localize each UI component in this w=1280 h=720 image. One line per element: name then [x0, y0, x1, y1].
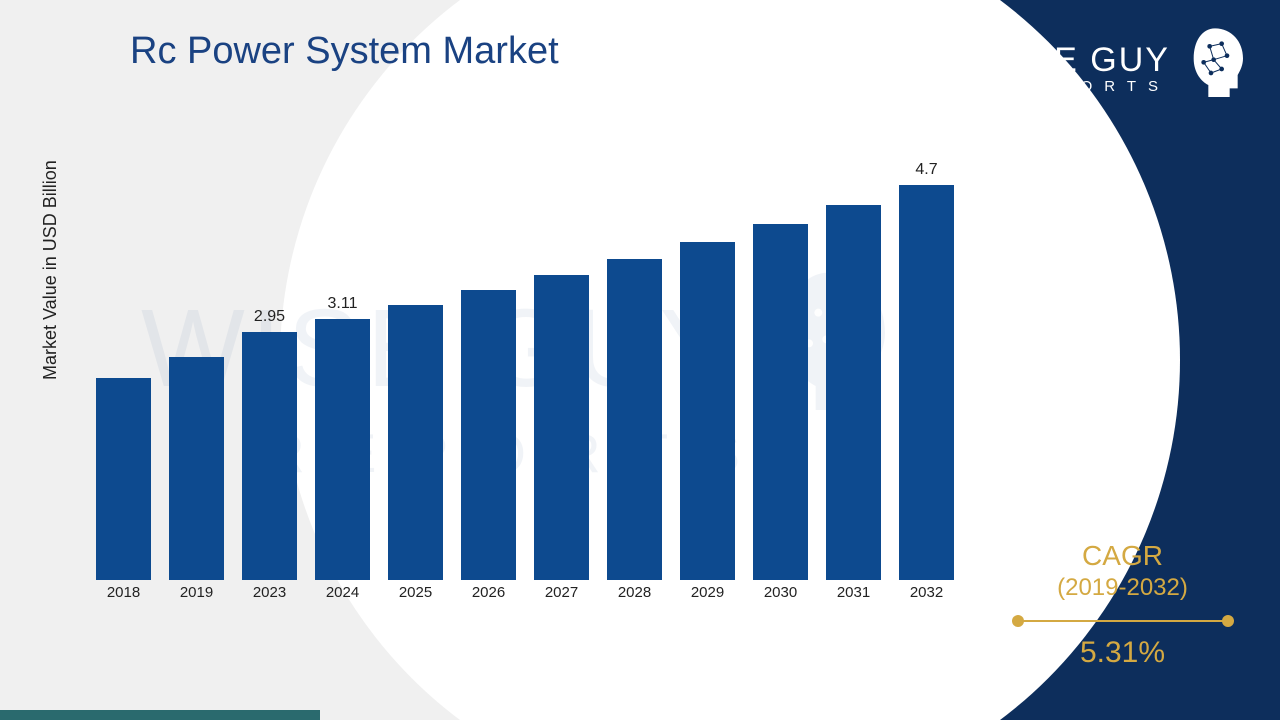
- x-tick-label: 2028: [607, 584, 662, 601]
- bar-rect: [753, 224, 808, 580]
- bar-rect: [169, 357, 224, 580]
- brand-line1: WISE GUY: [984, 41, 1170, 80]
- bar-rect: [899, 185, 954, 580]
- x-tick-label: 2026: [461, 584, 516, 601]
- chart-area: Rc Power System Market Market Value in U…: [50, 0, 970, 720]
- bars-container: 2.95 3.11 4.7: [90, 160, 960, 580]
- y-axis-label: Market Value in USD Billion: [40, 160, 61, 380]
- bar: [680, 242, 735, 580]
- bar-rect: [534, 275, 589, 580]
- bar-rect: [315, 319, 370, 580]
- x-tick-label: 2032: [899, 584, 954, 601]
- x-tick-label: 2029: [680, 584, 735, 601]
- bar-rect: [388, 305, 443, 580]
- cagr-value: 5.31%: [990, 636, 1255, 670]
- chart-plot: 2.95 3.11 4.7: [90, 160, 960, 580]
- brand-line2: REPORTS: [984, 78, 1170, 95]
- x-tick-label: 2018: [96, 584, 151, 601]
- cagr-block: CAGR (2019-2032) 5.31%: [990, 540, 1255, 670]
- bar-rect: [96, 378, 151, 580]
- bar-value-label: 3.11: [328, 295, 358, 313]
- cagr-title: CAGR: [990, 540, 1255, 572]
- bar: 3.11: [315, 319, 370, 580]
- bar: 2.95: [242, 332, 297, 580]
- bar-rect: [826, 205, 881, 580]
- cagr-range: (2019-2032): [990, 574, 1255, 602]
- x-tick-label: 2019: [169, 584, 224, 601]
- chart-title: Rc Power System Market: [130, 30, 559, 73]
- bar: [826, 205, 881, 580]
- brand-head-icon: [1180, 25, 1250, 110]
- bar-rect: [680, 242, 735, 580]
- bar-value-label: 2.95: [254, 308, 285, 326]
- x-tick-label: 2025: [388, 584, 443, 601]
- x-axis-labels: 2018 2019 2023 2024 2025 2026 2027 2028 2029 2030…: [90, 584, 960, 601]
- bar-value-label: 4.7: [915, 161, 937, 179]
- bar: [388, 305, 443, 580]
- bar: [96, 378, 151, 580]
- brand-logo: WISE GUY REPORTS: [984, 25, 1250, 110]
- bar: 4.7: [899, 185, 954, 580]
- brand-text: WISE GUY REPORTS: [984, 41, 1170, 95]
- x-tick-label: 2027: [534, 584, 589, 601]
- bar: [607, 259, 662, 580]
- x-tick-label: 2023: [242, 584, 297, 601]
- bottom-accent-strip: [0, 710, 320, 720]
- bar-rect: [461, 290, 516, 580]
- bar-rect: [242, 332, 297, 580]
- x-tick-label: 2030: [753, 584, 808, 601]
- bar: [753, 224, 808, 580]
- x-tick-label: 2031: [826, 584, 881, 601]
- bar: [169, 357, 224, 580]
- bar: [461, 290, 516, 580]
- bar-rect: [607, 259, 662, 580]
- bar: [534, 275, 589, 580]
- x-tick-label: 2024: [315, 584, 370, 601]
- cagr-divider: [1018, 620, 1228, 622]
- page-root: WISE GUY REPORTS Rc Power System Market …: [0, 0, 1280, 720]
